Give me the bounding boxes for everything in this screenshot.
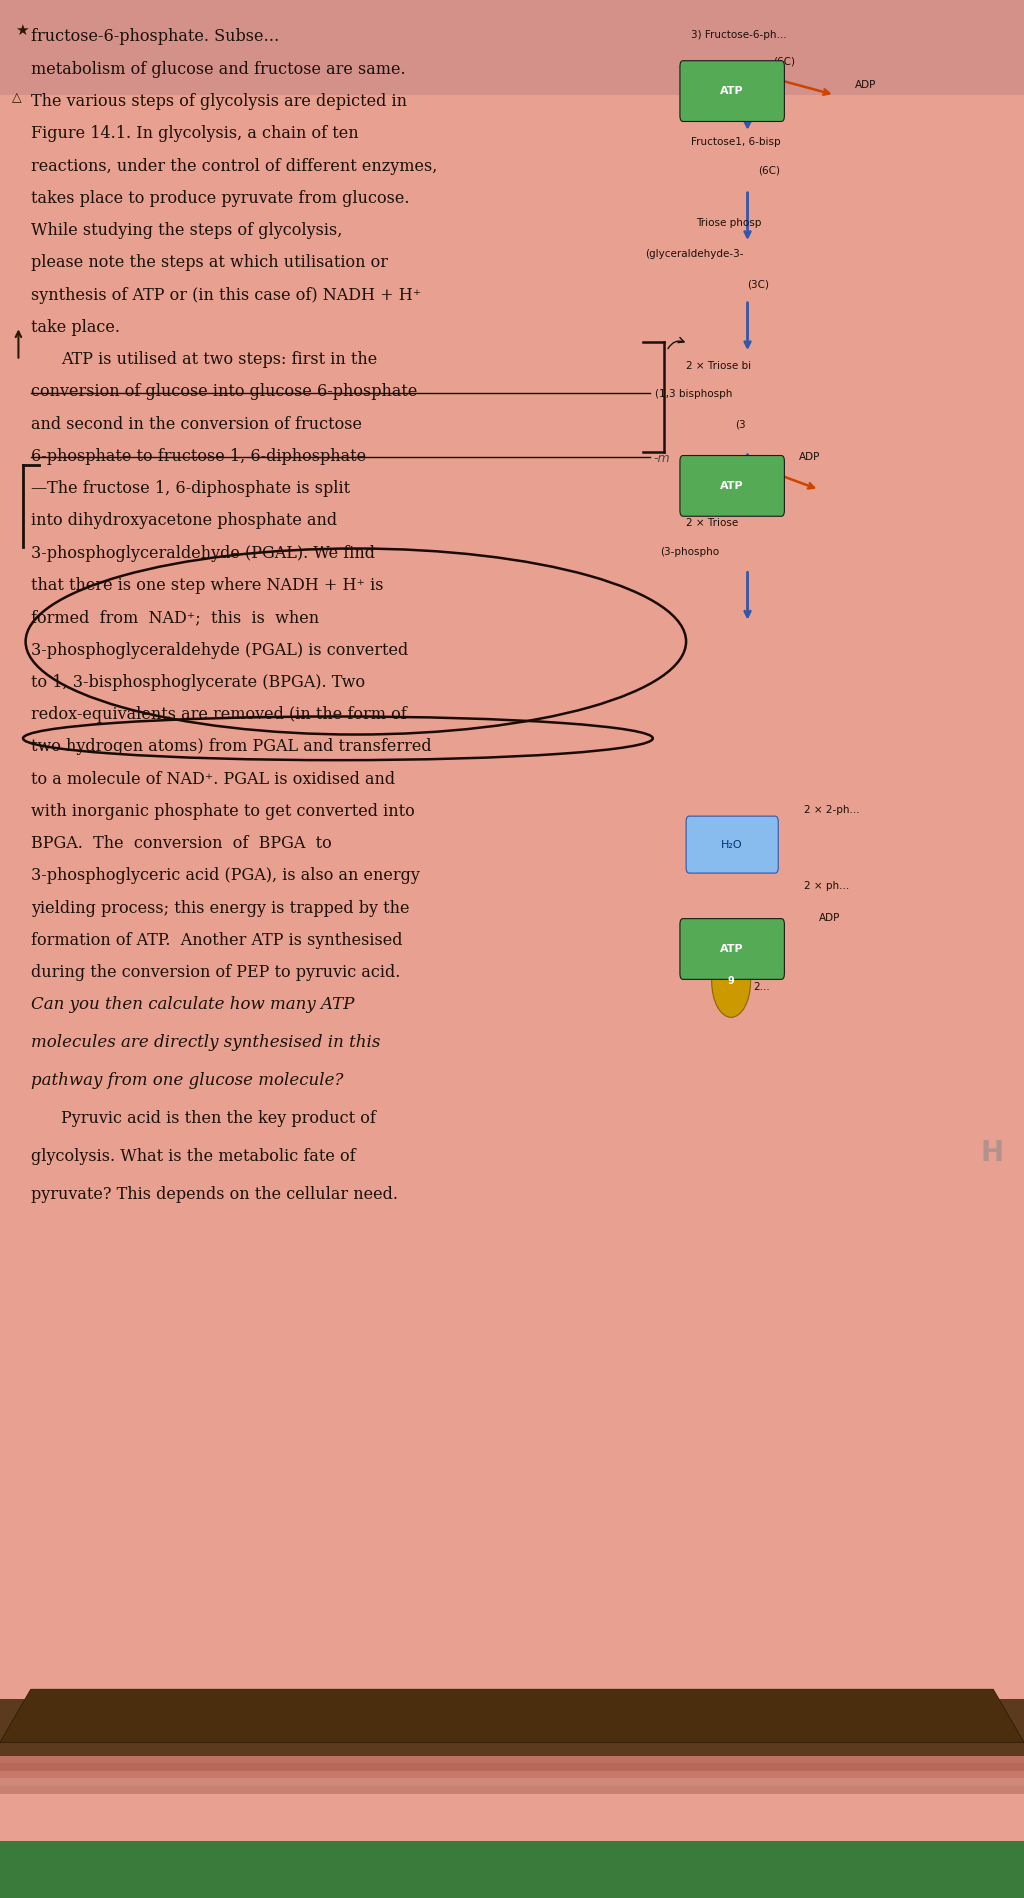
FancyBboxPatch shape	[0, 0, 1024, 95]
Text: (3C): (3C)	[748, 279, 769, 288]
Text: H: H	[981, 1139, 1005, 1167]
Text: ATP: ATP	[720, 85, 744, 97]
Text: Figure 14.1. In glycolysis, a chain of ten: Figure 14.1. In glycolysis, a chain of t…	[31, 125, 358, 142]
FancyBboxPatch shape	[680, 61, 784, 121]
FancyBboxPatch shape	[686, 816, 778, 873]
FancyBboxPatch shape	[0, 0, 1024, 1746]
Text: two hydrogen atoms) from PGAL and transferred: two hydrogen atoms) from PGAL and transf…	[31, 738, 431, 755]
Text: with inorganic phosphate to get converted into: with inorganic phosphate to get converte…	[31, 803, 415, 820]
Text: conversion of glucose into glucose 6-phosphate: conversion of glucose into glucose 6-pho…	[31, 383, 417, 400]
Text: —The fructose 1, 6-diphosphate is split: —The fructose 1, 6-diphosphate is split	[31, 480, 350, 497]
Text: ADP: ADP	[819, 913, 841, 922]
Text: takes place to produce pyruvate from glucose.: takes place to produce pyruvate from glu…	[31, 190, 410, 207]
Text: yielding process; this energy is trapped by the: yielding process; this energy is trapped…	[31, 900, 410, 917]
FancyBboxPatch shape	[0, 1778, 1024, 1786]
Text: please note the steps at which utilisation or: please note the steps at which utilisati…	[31, 254, 388, 271]
Text: 2 × ph...: 2 × ph...	[804, 881, 849, 890]
Text: 2...: 2...	[754, 981, 770, 993]
FancyBboxPatch shape	[0, 1699, 1024, 1794]
Text: that there is one step where NADH + H⁺ is: that there is one step where NADH + H⁺ i…	[31, 577, 383, 594]
Circle shape	[712, 945, 751, 1017]
Text: and second in the conversion of fructose: and second in the conversion of fructose	[31, 416, 361, 433]
Text: ADP: ADP	[799, 452, 820, 461]
Text: (3-phospho: (3-phospho	[660, 547, 720, 556]
Text: metabolism of glucose and fructose are same.: metabolism of glucose and fructose are s…	[31, 61, 406, 78]
Polygon shape	[0, 1689, 1024, 1742]
Text: 6-phosphate to fructose 1, 6-diphosphate: 6-phosphate to fructose 1, 6-diphosphate	[31, 448, 366, 465]
Text: ★: ★	[15, 23, 29, 38]
Text: during the conversion of PEP to pyruvic acid.: during the conversion of PEP to pyruvic …	[31, 964, 400, 981]
Text: formed  from  NAD⁺;  this  is  when: formed from NAD⁺; this is when	[31, 609, 318, 626]
Text: Can you then calculate how many ATP: Can you then calculate how many ATP	[31, 996, 354, 1014]
Text: The various steps of glycolysis are depicted in: The various steps of glycolysis are depi…	[31, 93, 407, 110]
Text: reactions, under the control of different enzymes,: reactions, under the control of differen…	[31, 158, 437, 175]
Text: pathway from one glucose molecule?: pathway from one glucose molecule?	[31, 1072, 343, 1089]
Text: 3-phosphoglyceric acid (PGA), is also an energy: 3-phosphoglyceric acid (PGA), is also an…	[31, 867, 420, 884]
Text: While studying the steps of glycolysis,: While studying the steps of glycolysis,	[31, 222, 342, 239]
Text: (1,3 bisphosph: (1,3 bisphosph	[655, 389, 733, 399]
Text: take place.: take place.	[31, 319, 120, 336]
Text: -m: -m	[653, 452, 670, 465]
Text: ADP: ADP	[855, 80, 877, 89]
Text: ATP: ATP	[720, 480, 744, 492]
Text: 3-phosphoglyceraldehyde (PGAL). We find: 3-phosphoglyceraldehyde (PGAL). We find	[31, 545, 375, 562]
Text: (3: (3	[735, 419, 745, 429]
FancyBboxPatch shape	[0, 1841, 1024, 1898]
Text: redox-equivalents are removed (in the form of: redox-equivalents are removed (in the fo…	[31, 706, 407, 723]
Text: BPGA.  The  conversion  of  BPGA  to: BPGA. The conversion of BPGA to	[31, 835, 332, 852]
Text: ATP is utilised at two steps: first in the: ATP is utilised at two steps: first in t…	[61, 351, 378, 368]
Text: molecules are directly synthesised in this: molecules are directly synthesised in th…	[31, 1034, 380, 1051]
Text: into dihydroxyacetone phosphate and: into dihydroxyacetone phosphate and	[31, 512, 337, 530]
Text: (6C): (6C)	[773, 57, 795, 66]
FancyBboxPatch shape	[0, 1786, 1024, 1794]
Text: Triose phosp: Triose phosp	[696, 218, 762, 228]
Text: to a molecule of NAD⁺. PGAL is oxidised and: to a molecule of NAD⁺. PGAL is oxidised …	[31, 771, 395, 788]
Text: Fructose1, 6-bisp: Fructose1, 6-bisp	[691, 137, 781, 146]
Text: (6C): (6C)	[758, 165, 779, 175]
FancyBboxPatch shape	[0, 1756, 1024, 1763]
Text: 3) Fructose-6-ph...: 3) Fructose-6-ph...	[691, 30, 786, 40]
Text: (glyceraldehyde-3-: (glyceraldehyde-3-	[645, 249, 743, 258]
FancyBboxPatch shape	[0, 1763, 1024, 1771]
Text: 2 × 2-ph...: 2 × 2-ph...	[804, 805, 859, 814]
Text: to 1, 3-bisphosphoglycerate (BPGA). Two: to 1, 3-bisphosphoglycerate (BPGA). Two	[31, 674, 365, 691]
FancyBboxPatch shape	[680, 456, 784, 516]
Text: △: △	[12, 91, 22, 104]
Text: glycolysis. What is the metabolic fate of: glycolysis. What is the metabolic fate o…	[31, 1148, 355, 1165]
Text: pyruvate? This depends on the cellular need.: pyruvate? This depends on the cellular n…	[31, 1186, 397, 1203]
Text: 9: 9	[728, 976, 734, 987]
Text: 2 × Triose bi: 2 × Triose bi	[686, 361, 752, 370]
Text: 3-phosphoglyceraldehyde (PGAL) is converted: 3-phosphoglyceraldehyde (PGAL) is conver…	[31, 642, 408, 659]
Text: H₂O: H₂O	[721, 839, 743, 850]
Text: formation of ATP.  Another ATP is synthesised: formation of ATP. Another ATP is synthes…	[31, 932, 402, 949]
Text: fructose-6-phosphate. Subse…: fructose-6-phosphate. Subse…	[31, 28, 280, 46]
Text: synthesis of ATP or (in this case of) NADH + H⁺: synthesis of ATP or (in this case of) NA…	[31, 287, 421, 304]
Text: Pyruvic acid is then the key product of: Pyruvic acid is then the key product of	[61, 1110, 376, 1127]
Text: 2 × Triose: 2 × Triose	[686, 518, 738, 528]
Text: ATP: ATP	[720, 943, 744, 955]
FancyBboxPatch shape	[680, 919, 784, 979]
FancyBboxPatch shape	[0, 1771, 1024, 1778]
